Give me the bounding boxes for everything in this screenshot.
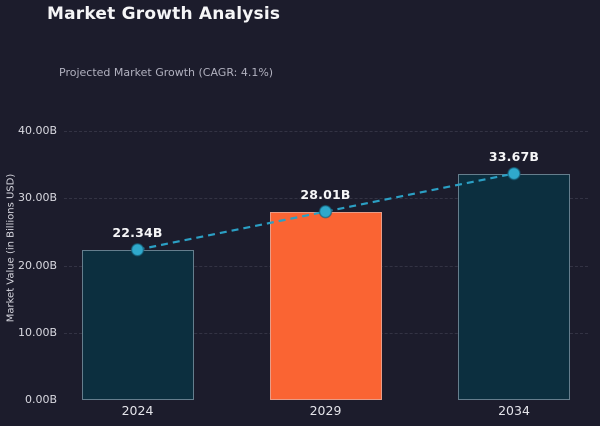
value-label-2029: 28.01B [300, 186, 351, 202]
y-tick-label: 0.00B [24, 393, 57, 406]
y-tick-label: 40.00B [17, 124, 57, 137]
y-tick-label: 20.00B [17, 258, 57, 272]
value-label-2034: 33.67B [488, 148, 540, 164]
chart-title: Market Growth Analysis [47, 4, 281, 24]
y-tick-label: 10.00B [17, 325, 57, 339]
y-tick-label: 30.00B [17, 191, 57, 205]
bar-2029 [269, 211, 382, 400]
bar-2034 [458, 173, 570, 400]
x-tick-label-2029: 2029 [309, 403, 342, 418]
bar-2024 [81, 249, 194, 400]
chart-subtitle: Projected Market Growth (CAGR: 4.1%) [59, 66, 274, 79]
gridline-40 [64, 131, 588, 132]
x-tick-label-2034: 2034 [498, 403, 530, 418]
value-label-2024: 22.34B [112, 224, 163, 240]
x-tick-label-2024: 2024 [121, 403, 154, 418]
